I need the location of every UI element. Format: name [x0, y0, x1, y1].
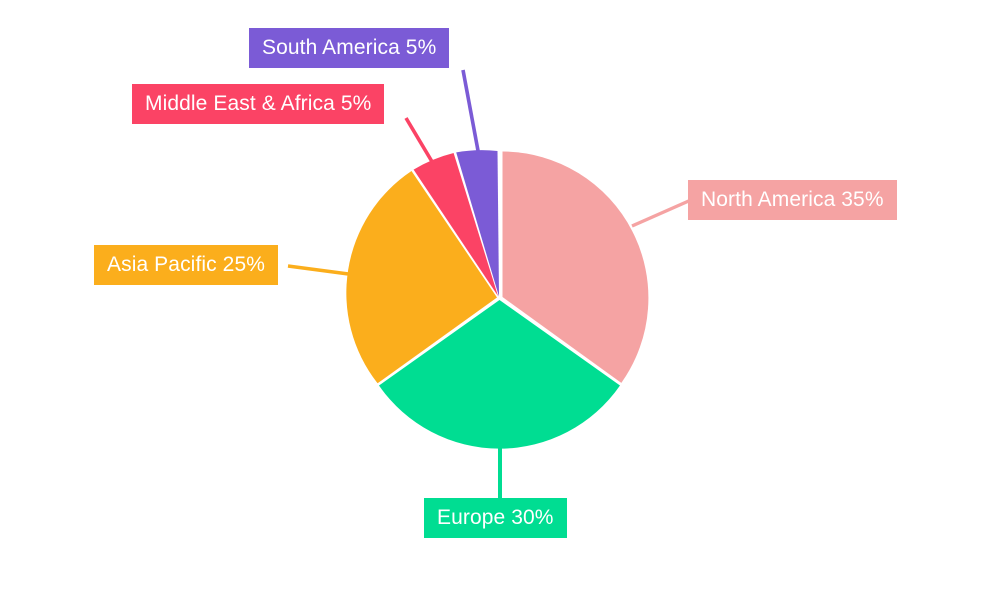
leader-line-asia-pacific	[287, 264, 357, 277]
pie-label-europe[interactable]: Europe 30%	[424, 498, 567, 538]
leader-line-south-america	[461, 69, 481, 157]
pie-label-north-america[interactable]: North America 35%	[688, 180, 897, 220]
pie-slice-north-america[interactable]	[502, 151, 649, 383]
pie-label-middle-east-africa[interactable]: Middle East & Africa 5%	[132, 84, 385, 124]
pie-slice-south-america[interactable]	[456, 150, 499, 297]
pie-label-south-america[interactable]: South America 5%	[249, 28, 450, 68]
pie-slice-asia-pacific[interactable]	[346, 171, 497, 384]
pie-slice-europe[interactable]	[379, 300, 620, 449]
pie-label-asia-pacific[interactable]: Asia Pacific 25%	[94, 245, 279, 285]
pie-slice-middle-east-africa[interactable]	[413, 153, 498, 296]
